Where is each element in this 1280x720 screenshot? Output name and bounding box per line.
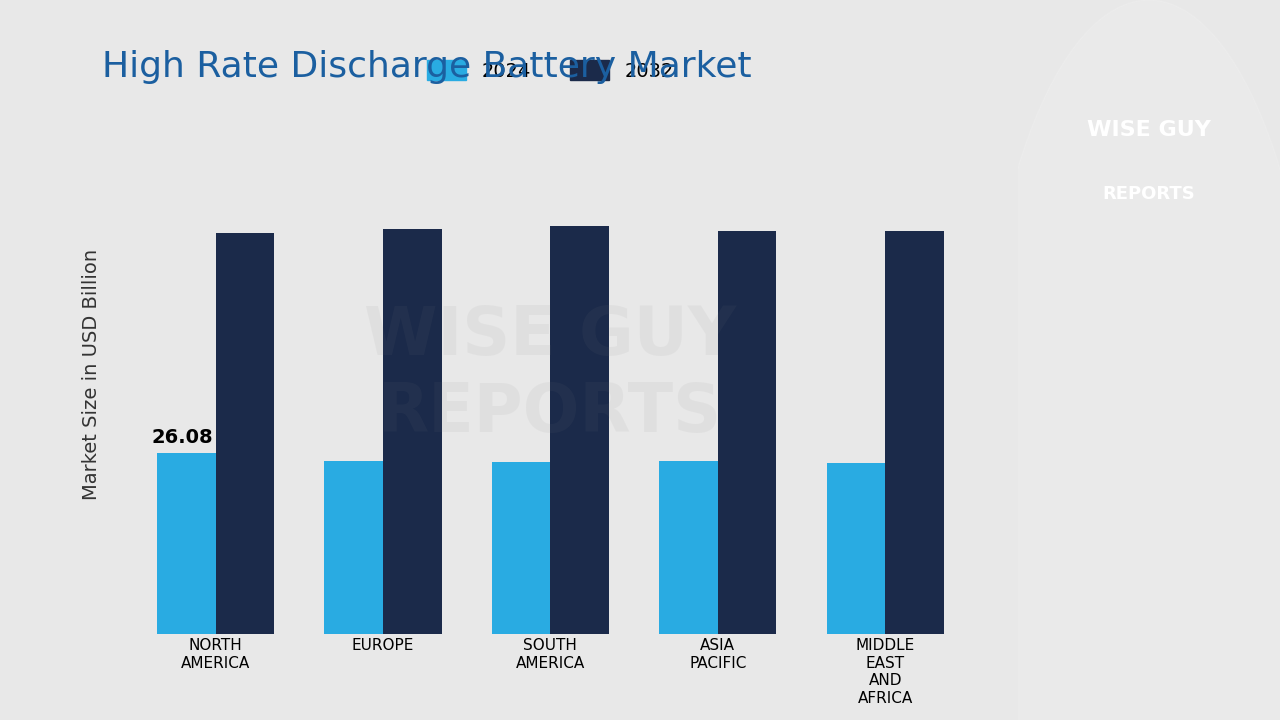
- Bar: [659, 462, 718, 634]
- Bar: [215, 233, 274, 634]
- Bar: [718, 230, 777, 634]
- Legend: 2024, 2032: 2024, 2032: [420, 53, 681, 89]
- Text: REPORTS: REPORTS: [1102, 185, 1196, 203]
- Bar: [827, 463, 886, 634]
- Bar: [492, 462, 550, 634]
- Text: High Rate Discharge Battery Market: High Rate Discharge Battery Market: [102, 50, 753, 84]
- Circle shape: [978, 0, 1280, 720]
- Bar: [383, 229, 442, 634]
- Bar: [324, 461, 383, 634]
- Bar: [157, 454, 215, 634]
- Text: WISE GUY: WISE GUY: [1087, 120, 1211, 140]
- Text: 26.08: 26.08: [151, 428, 212, 447]
- Bar: [886, 231, 943, 634]
- Bar: [550, 226, 609, 634]
- Text: WISE GUY
REPORTS: WISE GUY REPORTS: [365, 303, 736, 446]
- Y-axis label: Market Size in USD Billion: Market Size in USD Billion: [82, 249, 101, 500]
